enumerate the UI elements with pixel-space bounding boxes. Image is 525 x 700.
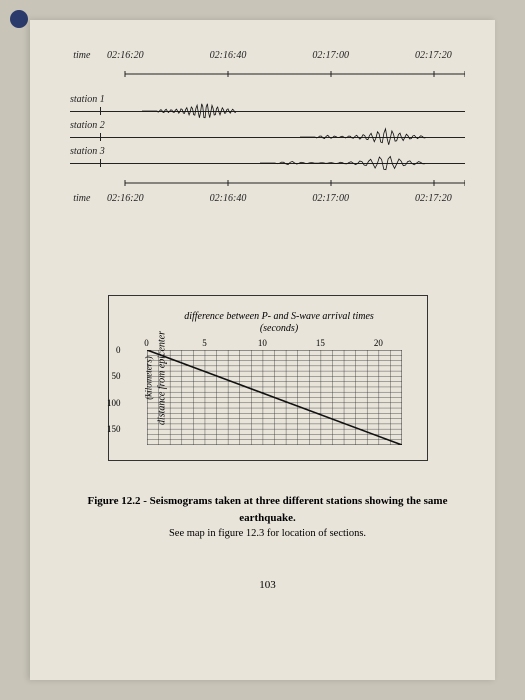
y-tick-label: 150 — [107, 424, 121, 434]
y-tick-label: 50 — [112, 371, 121, 381]
time-tick: 02:16:20 — [107, 50, 144, 61]
station-tick — [100, 159, 101, 167]
chart-subtitle: (seconds) — [147, 323, 412, 334]
x-tick-label: 20 — [374, 338, 383, 348]
time-label: time — [73, 50, 90, 61]
time-tick: 02:17:00 — [312, 50, 349, 61]
y-tick-label: 0 — [116, 345, 121, 355]
station-block: station 1 — [70, 94, 465, 112]
chart-svg — [147, 350, 402, 445]
time-tick: 02:17:00 — [312, 193, 349, 204]
y-tick-label: 100 — [107, 398, 121, 408]
time-axis-top: time 02:16:20 02:16:40 02:17:00 02:17:20 — [70, 50, 465, 68]
time-tick: 02:17:20 — [415, 50, 452, 61]
time-tick: 02:17:20 — [415, 193, 452, 204]
chart-title: difference between P- and S-wave arrival… — [147, 311, 412, 322]
x-tick-label: 15 — [316, 338, 325, 348]
trace-baseline — [70, 137, 465, 138]
seismogram-figure: time 02:16:20 02:16:40 02:17:00 02:17:20… — [70, 50, 465, 260]
time-tick: 02:16:40 — [210, 193, 247, 204]
chart-x-ticks: 0 5 10 15 20 — [147, 338, 402, 350]
caption-main: Figure 12.2 - Seismograms taken at three… — [88, 495, 448, 524]
time-axis-bottom: time 02:16:20 02:16:40 02:17:00 02:17:20 — [70, 193, 465, 211]
page: time 02:16:20 02:16:40 02:17:00 02:17:20… — [30, 20, 495, 680]
trace-baseline — [70, 111, 465, 112]
figure-caption: Figure 12.2 - Seismograms taken at three… — [70, 493, 465, 526]
time-tick: 02:16:40 — [210, 50, 247, 61]
x-tick-label: 10 — [258, 338, 267, 348]
axis-ticks-top — [70, 71, 465, 81]
station-label: station 1 — [70, 94, 465, 105]
time-tick: 02:16:20 — [107, 193, 144, 204]
binder-hole — [10, 10, 28, 28]
travel-time-chart: distance from epicenter (kilometers) dif… — [108, 295, 428, 461]
station-tick — [100, 133, 101, 141]
trace-baseline — [70, 163, 465, 164]
axis-ticks-bottom — [70, 176, 465, 186]
station-block: station 2 — [70, 120, 465, 138]
station-tick — [100, 107, 101, 115]
chart-grid: 050100150 — [147, 350, 412, 445]
seismic-trace — [260, 151, 450, 175]
time-label: time — [73, 193, 90, 204]
page-number: 103 — [70, 579, 465, 591]
x-tick-label: 0 — [144, 338, 149, 348]
x-tick-label: 5 — [202, 338, 207, 348]
station-block: station 3 — [70, 146, 465, 164]
caption-sub: See map in figure 12.3 for location of s… — [70, 528, 465, 539]
